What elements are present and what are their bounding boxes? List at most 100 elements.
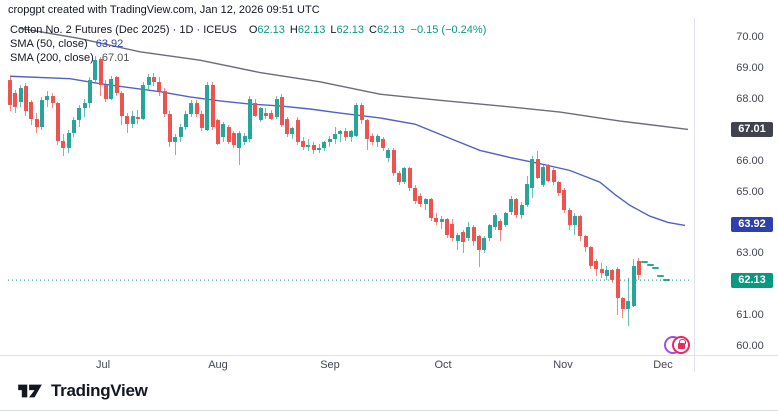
sma200-label: SMA (200, close): [10, 52, 94, 64]
candle-body: [317, 148, 322, 150]
candle-body: [530, 159, 535, 189]
candle-body: [503, 213, 508, 226]
candle-wick: [441, 216, 443, 229]
candle-body: [588, 247, 593, 266]
candle-body: [285, 118, 290, 135]
lock-icon: [677, 339, 686, 349]
candle-body: [546, 165, 551, 181]
candle-body: [466, 227, 471, 238]
sma50-price-badge: 63.92: [731, 217, 773, 233]
ohlc-values: O62.13 H62.13 L62.13 C62.13: [244, 24, 405, 36]
price-axis[interactable]: 70.00 69.00 68.00 66.00 65.00 63.00 61.00 60.00…: [695, 18, 778, 355]
price-tick-label: 61.00: [736, 309, 764, 322]
candle-body: [311, 145, 316, 150]
price-tick-label: 65.00: [736, 185, 764, 198]
candle-wick: [478, 234, 480, 268]
candle-body: [572, 216, 577, 226]
time-axis-separator: [0, 355, 778, 356]
candle-body: [631, 265, 636, 306]
candle-body: [119, 92, 124, 116]
candle-body: [301, 140, 306, 147]
candle-body: [269, 112, 274, 119]
symbol-row[interactable]: Cotton No. 2 Futures (Dec 2025) · 1D · I…: [10, 24, 486, 37]
candle-body: [162, 91, 167, 115]
attribution-text: cropgpt created with TradingView.com, Ja…: [8, 4, 320, 16]
candle-body: [8, 80, 12, 105]
candle-body: [482, 237, 487, 251]
candle-body: [141, 84, 146, 119]
candle-body: [215, 120, 220, 144]
candle-body: [258, 108, 263, 121]
candle-body: [151, 77, 156, 82]
flat-bar: [641, 260, 649, 263]
overlapping-circles-status-icon[interactable]: [664, 334, 700, 356]
candle-body: [231, 132, 236, 146]
candle-body: [87, 80, 92, 104]
candle-body: [98, 58, 103, 85]
candle-body: [66, 132, 71, 149]
candle-body: [146, 77, 151, 85]
tradingview-logo[interactable]: TradingView: [16, 381, 148, 401]
candle-body: [263, 112, 268, 116]
price-axis-separator: [694, 18, 695, 372]
sma200-price-badge: 67.01: [731, 121, 773, 137]
candle-body: [183, 114, 188, 127]
indicator-row-sma200[interactable]: SMA (200, close) 67.01: [10, 52, 486, 65]
candle-body: [93, 60, 98, 81]
candle-body: [103, 84, 108, 99]
candle-body: [247, 98, 252, 139]
candle-body: [423, 199, 428, 204]
candle-body: [461, 231, 466, 243]
candle-body: [23, 86, 28, 112]
tradingview-logo-text: TradingView: [51, 381, 148, 400]
price-tick-label: 63.00: [736, 247, 764, 260]
symbol-title: Cotton No. 2 Futures (Dec 2025) · 1D · I…: [10, 24, 237, 36]
candle-body: [34, 118, 39, 127]
candle-body: [493, 214, 498, 228]
candle-body: [375, 135, 380, 143]
candle-body: [237, 132, 242, 149]
candle-body: [82, 103, 87, 109]
ohlc-value: 62.13: [257, 24, 285, 36]
month-label-dec: Dec: [653, 359, 673, 371]
candle-body: [29, 101, 34, 119]
indicator-row-sma50[interactable]: SMA (50, close) 63.92: [10, 38, 486, 51]
candle-wick: [318, 143, 320, 153]
candle-body: [189, 103, 194, 115]
candle-body: [471, 227, 476, 241]
candle-body: [71, 120, 76, 133]
flat-bar: [651, 267, 659, 270]
candle-body: [434, 217, 439, 223]
candle-body: [578, 216, 583, 237]
candle-body: [455, 234, 460, 241]
legend: Cotton No. 2 Futures (Dec 2025) · 1D · I…: [10, 24, 486, 66]
time-axis[interactable]: Jul Aug Sep Oct Nov Dec: [0, 355, 694, 373]
price-tick-label: 70.00: [736, 31, 764, 43]
candle-body: [413, 188, 418, 201]
ohlc-key: L: [330, 24, 337, 36]
candle-body: [157, 81, 162, 92]
candle-body: [370, 135, 375, 143]
candle-body: [418, 196, 423, 204]
candle-body: [343, 131, 348, 138]
candle-body: [519, 205, 524, 215]
candle-body: [274, 98, 279, 118]
candlestick-chart[interactable]: [0, 0, 694, 355]
candle-body: [610, 270, 615, 280]
candle-body: [445, 219, 450, 235]
candle-body: [55, 103, 60, 141]
month-label-jul: Jul: [95, 359, 111, 371]
ohlc-key: C: [369, 24, 377, 36]
candle-body: [391, 149, 396, 173]
candle-body: [567, 210, 572, 226]
candle-body: [210, 84, 215, 127]
candle-body: [253, 103, 258, 116]
candle-body: [599, 268, 604, 274]
sma50-value: 63.92: [95, 38, 124, 50]
candle-body: [290, 128, 295, 135]
candle-body: [381, 138, 386, 149]
candle-body: [397, 172, 402, 183]
ohlc-key: H: [289, 24, 298, 36]
candle-body: [205, 84, 210, 130]
candle-body: [13, 92, 18, 107]
